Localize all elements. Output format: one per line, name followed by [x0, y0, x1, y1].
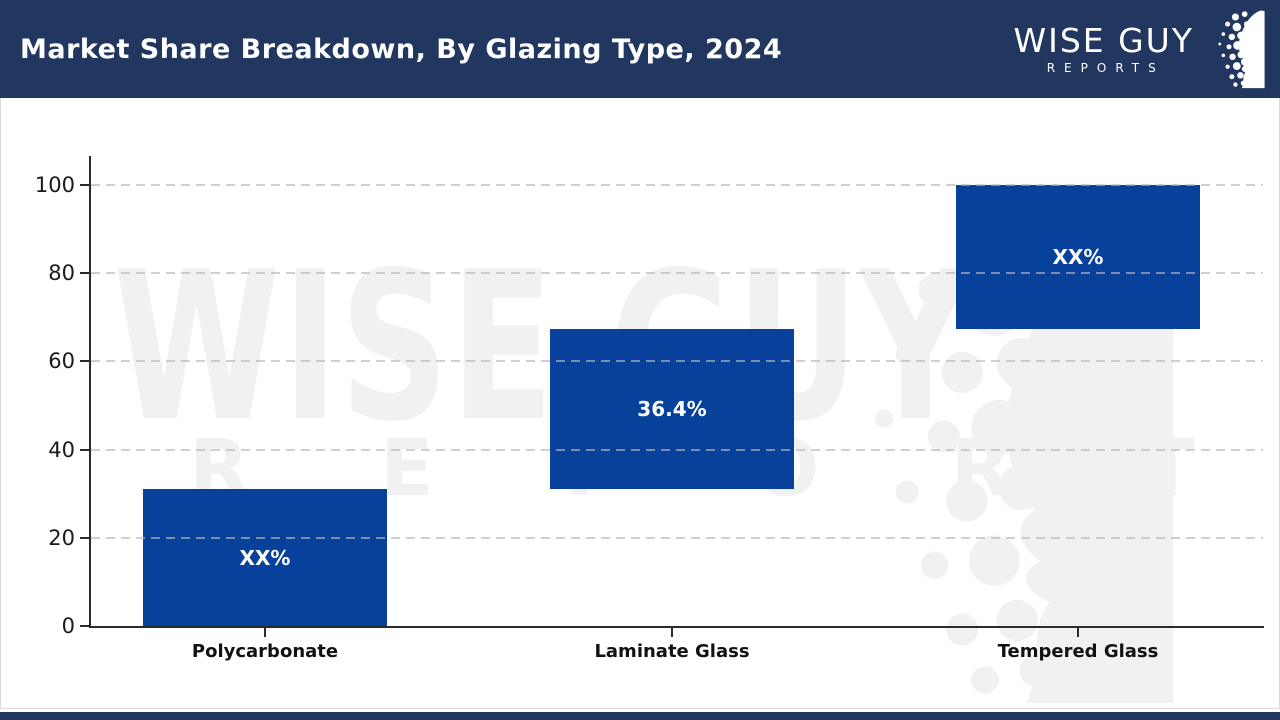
- logo-text: WISE GUY REPORTS: [1013, 21, 1194, 75]
- y-tick-mark-60: [80, 360, 89, 363]
- y-tick-mark-0: [80, 625, 89, 627]
- y-tick-mark-40: [80, 448, 89, 451]
- y-axis-spine: [89, 156, 91, 628]
- bar-value-label-2: XX%: [1052, 244, 1104, 269]
- y-tick-label-80: 80: [48, 261, 75, 286]
- bottom-spacer: [0, 709, 1280, 712]
- page-title: Market Share Breakdown, By Glazing Type,…: [20, 33, 783, 65]
- gridline-100: [91, 184, 1263, 186]
- chart-plot-area: WISE GUY R E P O R T S 020406080100XX%Po…: [0, 98, 1280, 709]
- x-axis-spine: [89, 626, 1264, 628]
- wise-guy-reports-logo: WISE GUY REPORTS: [1013, 6, 1266, 92]
- x-tick-mark-2: [1077, 628, 1079, 637]
- bar-laminate-glass: [550, 328, 794, 490]
- x-tick-mark-1: [671, 628, 673, 637]
- x-category-label-0: Polycarbonate: [191, 641, 339, 662]
- gridline-20: [91, 536, 1263, 539]
- bar-value-label-1: 36.4%: [637, 397, 707, 422]
- y-tick-label-20: 20: [48, 525, 75, 550]
- watermark-wordmark: WISE GUY: [113, 229, 972, 467]
- face-profile-icon: [1218, 10, 1265, 89]
- y-tick-mark-80: [80, 272, 89, 275]
- y-tick-label-60: 60: [48, 349, 75, 374]
- footer-bar: [0, 712, 1280, 720]
- bar-polycarbonate: [143, 489, 387, 626]
- logo-subtitle: REPORTS: [1046, 60, 1165, 75]
- x-category-label-2: Tempered Glass: [997, 641, 1159, 662]
- bar-value-label-0: XX%: [239, 545, 291, 570]
- logo-wordmark: WISE GUY: [1013, 21, 1194, 61]
- y-tick-mark-20: [80, 536, 89, 539]
- gridline-60: [91, 360, 1263, 363]
- y-tick-label-40: 40: [48, 437, 75, 462]
- x-tick-mark-0: [264, 628, 266, 637]
- header-bar: Market Share Breakdown, By Glazing Type,…: [0, 0, 1280, 98]
- y-tick-mark-100: [80, 184, 89, 186]
- x-category-label-1: Laminate Glass: [594, 641, 750, 662]
- gridline-80: [91, 272, 1263, 275]
- y-tick-label-0: 0: [61, 614, 75, 638]
- y-tick-label-100: 100: [34, 173, 75, 197]
- gridline-40: [91, 448, 1263, 451]
